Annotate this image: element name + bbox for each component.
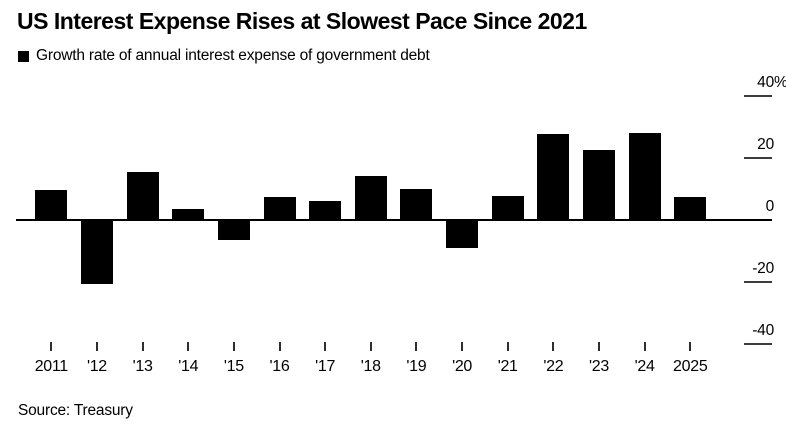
bar-2019 — [400, 189, 433, 220]
y-tick--40 — [744, 343, 772, 345]
bar-2018 — [354, 176, 387, 220]
x-axis-label-2017: '17 — [315, 358, 336, 375]
x-axis-label-2020: '20 — [452, 358, 473, 375]
x-axis-label-2019: '19 — [406, 358, 427, 375]
x-tick-2025 — [689, 342, 692, 351]
x-tick-2015 — [232, 342, 235, 351]
x-tick-2016 — [278, 342, 281, 351]
y-tick-label--20: -20 — [752, 260, 774, 277]
y-tick-label--40: -40 — [752, 322, 774, 339]
bar-2012 — [80, 220, 113, 285]
x-axis-label-2022: '22 — [543, 358, 564, 375]
y-tick-40 — [744, 95, 772, 97]
x-tick-2017 — [324, 342, 327, 351]
x-axis-label-2023: '23 — [588, 358, 609, 375]
bar-2023 — [582, 150, 615, 220]
x-axis-label-2025: 2025 — [673, 358, 708, 375]
y-tick-label-20: 20 — [757, 136, 774, 153]
x-tick-2024 — [643, 342, 646, 351]
zero-baseline — [16, 219, 772, 221]
bar-2015 — [217, 220, 250, 241]
x-tick-2019 — [415, 342, 418, 351]
x-tick-2013 — [141, 342, 144, 351]
bar-2022 — [537, 134, 570, 220]
y-tick-label-40: 40% — [644, 73, 786, 93]
bar-2025 — [674, 197, 707, 220]
x-axis-label-2021: '21 — [497, 358, 518, 375]
bar-2016 — [263, 196, 296, 220]
x-tick-2011 — [50, 342, 53, 351]
bar-2021 — [491, 196, 524, 220]
y-tick-label-0: 0 — [765, 198, 775, 215]
x-tick-2014 — [187, 342, 190, 351]
chart-title: US Interest Expense Rises at Slowest Pac… — [17, 8, 587, 34]
x-axis-label-2014: '14 — [178, 358, 199, 375]
percent-unit: % — [774, 73, 786, 93]
x-tick-2018 — [369, 342, 372, 351]
bar-2024 — [628, 133, 661, 220]
bar-2011 — [35, 189, 68, 220]
source-note: Source: Treasury — [18, 402, 133, 419]
y-tick-20 — [744, 157, 772, 159]
x-tick-2023 — [597, 342, 600, 351]
x-axis-label-2011: 2011 — [34, 358, 69, 375]
legend-label: Growth rate of annual interest expense o… — [36, 47, 430, 64]
x-axis-label-2013: '13 — [132, 358, 153, 375]
x-axis-label-2012: '12 — [86, 358, 107, 375]
x-tick-2021 — [506, 342, 509, 351]
bar-2013 — [126, 171, 159, 220]
x-axis-label-2016: '16 — [269, 358, 290, 375]
x-tick-2012 — [95, 342, 98, 351]
y-tick--20 — [744, 281, 772, 283]
x-axis-label-2018: '18 — [360, 358, 381, 375]
x-tick-2020 — [461, 342, 464, 351]
x-axis-label-2024: '24 — [634, 358, 655, 375]
legend-swatch-icon — [18, 50, 29, 62]
bar-2014 — [172, 208, 205, 220]
x-tick-2022 — [552, 342, 555, 351]
x-axis-label-2015: '15 — [223, 358, 244, 375]
bar-2017 — [309, 201, 342, 220]
bar-2020 — [446, 220, 479, 248]
legend: Growth rate of annual interest expense o… — [18, 47, 430, 65]
